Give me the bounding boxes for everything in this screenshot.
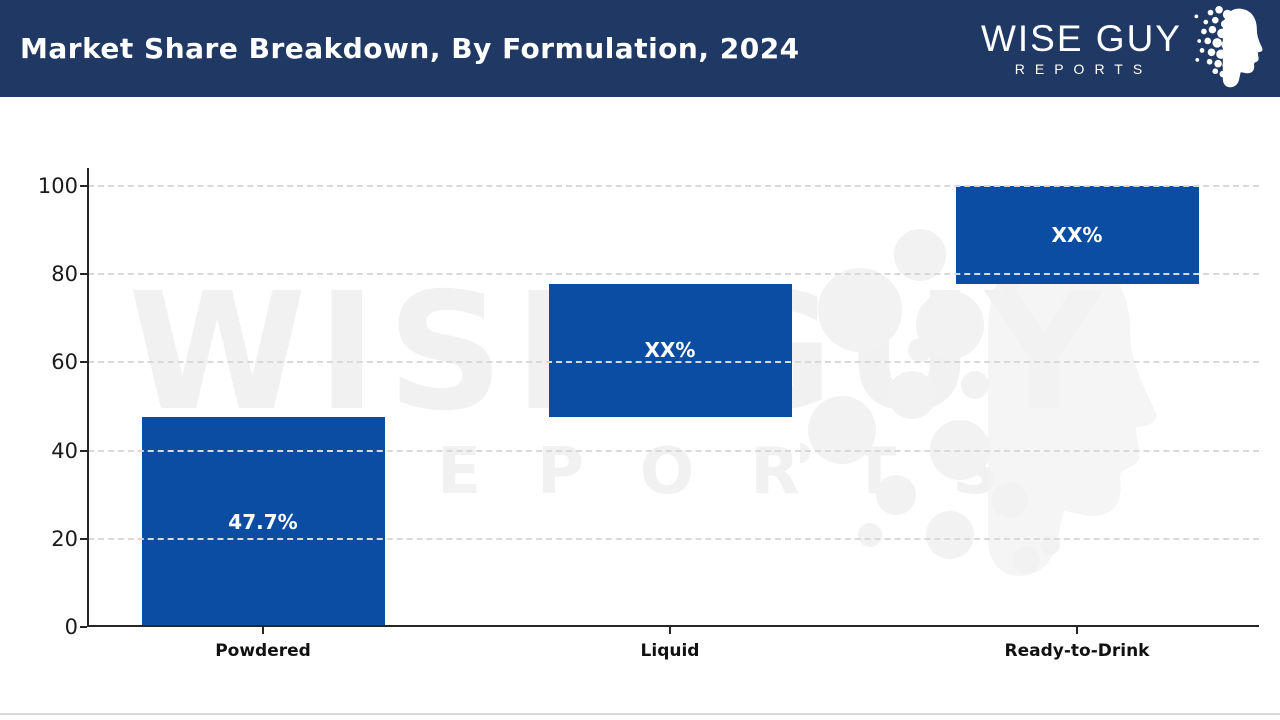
y-tick-label: 80 (51, 262, 78, 287)
bar-value-label: 47.7% (228, 509, 298, 534)
x-tick-mark (1076, 627, 1078, 634)
y-tick-mark (80, 361, 87, 364)
y-gridline (88, 537, 1259, 540)
y-axis-line (87, 168, 89, 627)
bar-value-label: XX% (1051, 223, 1103, 248)
bar-ready-to-drink (955, 186, 1199, 285)
bar-liquid (548, 284, 792, 417)
y-gridline (88, 185, 1259, 187)
x-axis-line (87, 625, 1259, 627)
y-gridline (88, 361, 1259, 364)
y-tick-mark (80, 273, 87, 276)
y-gridline (88, 449, 1259, 452)
y-tick-label: 60 (51, 350, 78, 375)
y-tick-mark (80, 449, 87, 452)
y-tick-label: 100 (37, 174, 78, 198)
x-category-label: Powdered (215, 641, 311, 661)
x-category-label: Ready-to-Drink (1004, 641, 1150, 661)
logo-text: WISE GUY REPORTS (981, 20, 1182, 77)
y-tick-label: 40 (51, 438, 78, 463)
y-tick-label: 20 (51, 526, 78, 551)
header-band: Market Share Breakdown, By Formulation, … (0, 0, 1280, 97)
watermark-head-icon (800, 229, 1157, 576)
logo-subtext: REPORTS (1014, 61, 1153, 77)
x-category-label: Liquid (640, 641, 700, 661)
logo-wordmark: WISE GUY (980, 18, 1182, 59)
y-gridline (88, 273, 1259, 276)
wise-guy-reports-logo: WISE GUY REPORTS (981, 3, 1280, 95)
chart-title: Market Share Breakdown, By Formulation, … (20, 32, 800, 65)
y-tick-mark (80, 185, 87, 187)
x-tick-mark (262, 627, 264, 634)
y-tick-mark (80, 626, 87, 628)
x-tick-mark (669, 627, 671, 634)
y-tick-label: 0 (64, 615, 78, 639)
bar-powdered (141, 416, 385, 627)
y-tick-mark (80, 537, 87, 540)
footer-divider (0, 713, 1280, 715)
logo-head-icon (1194, 5, 1263, 87)
bar-value-label: XX% (644, 338, 696, 363)
